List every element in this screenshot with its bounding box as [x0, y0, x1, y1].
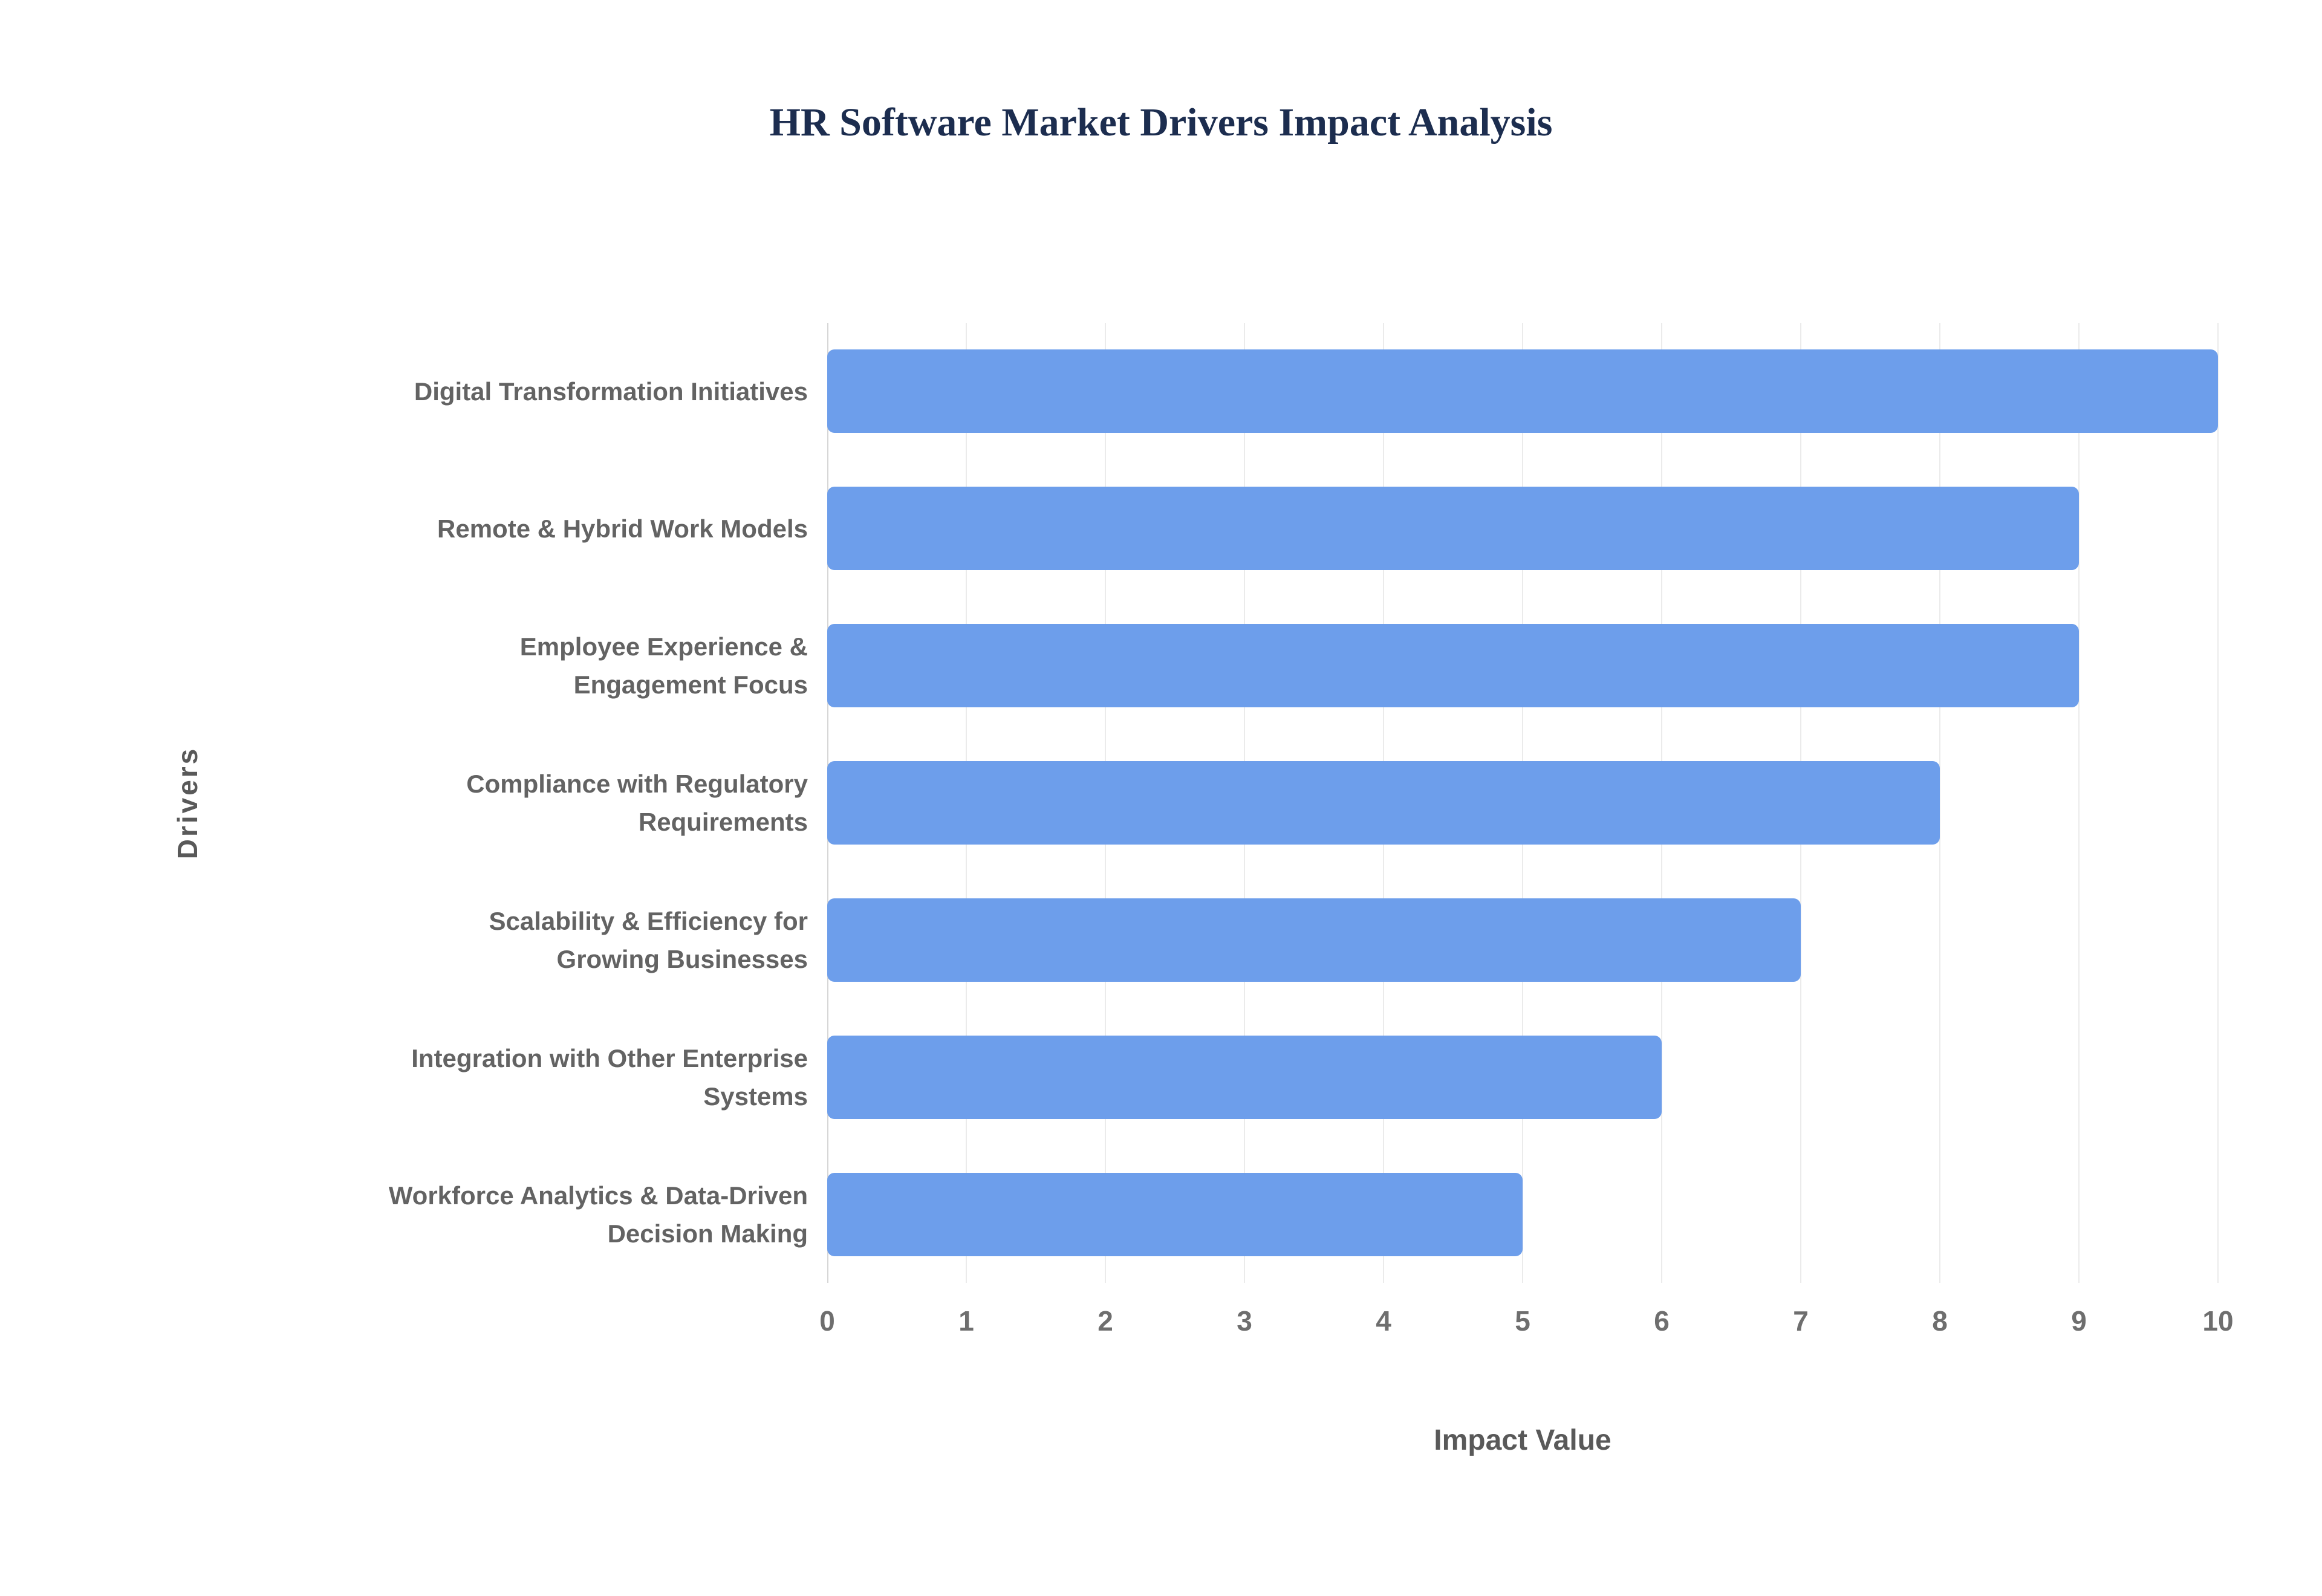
gridline: [1939, 323, 1940, 1283]
bar-row: [827, 597, 2218, 735]
category-label-row: Digital Transformation Initiatives: [375, 323, 808, 460]
category-label-row: Workforce Analytics & Data-Driven Decisi…: [375, 1146, 808, 1283]
x-tick-label: 2: [1098, 1305, 1113, 1337]
bar-rows: [827, 323, 2218, 1283]
category-label-row: Employee Experience & Engagement Focus: [375, 597, 808, 735]
bar-1: [827, 349, 2218, 433]
category-label-row: Scalability & Efficiency for Growing Bus…: [375, 871, 808, 1008]
category-label: Workforce Analytics & Data-Driven Decisi…: [388, 1181, 808, 1248]
bar-2: [827, 487, 2079, 571]
bar-row: [827, 871, 2218, 1008]
bar-4: [827, 761, 1940, 845]
x-tick-label: 4: [1376, 1305, 1391, 1337]
y-axis-title: Drivers: [172, 746, 203, 860]
x-tick-label: 8: [1932, 1305, 1948, 1337]
x-tick-label: 5: [1515, 1305, 1530, 1337]
x-tick-label: 10: [2202, 1305, 2234, 1337]
category-label: Scalability & Efficiency for Growing Bus…: [489, 906, 808, 973]
x-tick-label: 7: [1793, 1305, 1809, 1337]
x-axis-title: Impact Value: [1434, 1424, 1611, 1456]
bar-row: [827, 323, 2218, 460]
category-label-row: Integration with Other Enterprise System…: [375, 1008, 808, 1146]
gridline: [2217, 323, 2219, 1283]
gridline: [2078, 323, 2080, 1283]
category-label: Digital Transformation Initiatives: [414, 377, 808, 406]
x-axis-ticks: 0 1 2 3 4 5 6 7 8 9 10: [819, 1305, 2233, 1341]
category-label-row: Remote & Hybrid Work Models: [375, 460, 808, 597]
category-label: Employee Experience & Engagement Focus: [519, 632, 808, 699]
x-tick-label: 6: [1654, 1305, 1670, 1337]
bar-3: [827, 624, 2079, 708]
bar-row: [827, 1008, 2218, 1146]
plot-area: [827, 323, 2219, 1283]
x-tick-label: 1: [958, 1305, 974, 1337]
bar-row: [827, 1146, 2218, 1283]
x-tick-label: 9: [2071, 1305, 2087, 1337]
category-label: Remote & Hybrid Work Models: [437, 514, 808, 543]
category-label: Compliance with Regulatory Requirements: [466, 770, 808, 836]
category-label-row: Compliance with Regulatory Requirements: [375, 735, 808, 872]
category-label: Integration with Other Enterprise System…: [411, 1043, 808, 1111]
bar-row: [827, 735, 2218, 872]
bar-row: [827, 460, 2218, 597]
x-tick-label: 3: [1237, 1305, 1252, 1337]
chart-title: HR Software Market Drivers Impact Analys…: [769, 100, 1553, 144]
category-labels: Digital Transformation Initiatives Remote…: [375, 323, 808, 1283]
x-tick-label: 0: [819, 1305, 835, 1337]
bar-6: [827, 1035, 1662, 1119]
bar-5: [827, 898, 1801, 982]
bar-7: [827, 1172, 1523, 1256]
